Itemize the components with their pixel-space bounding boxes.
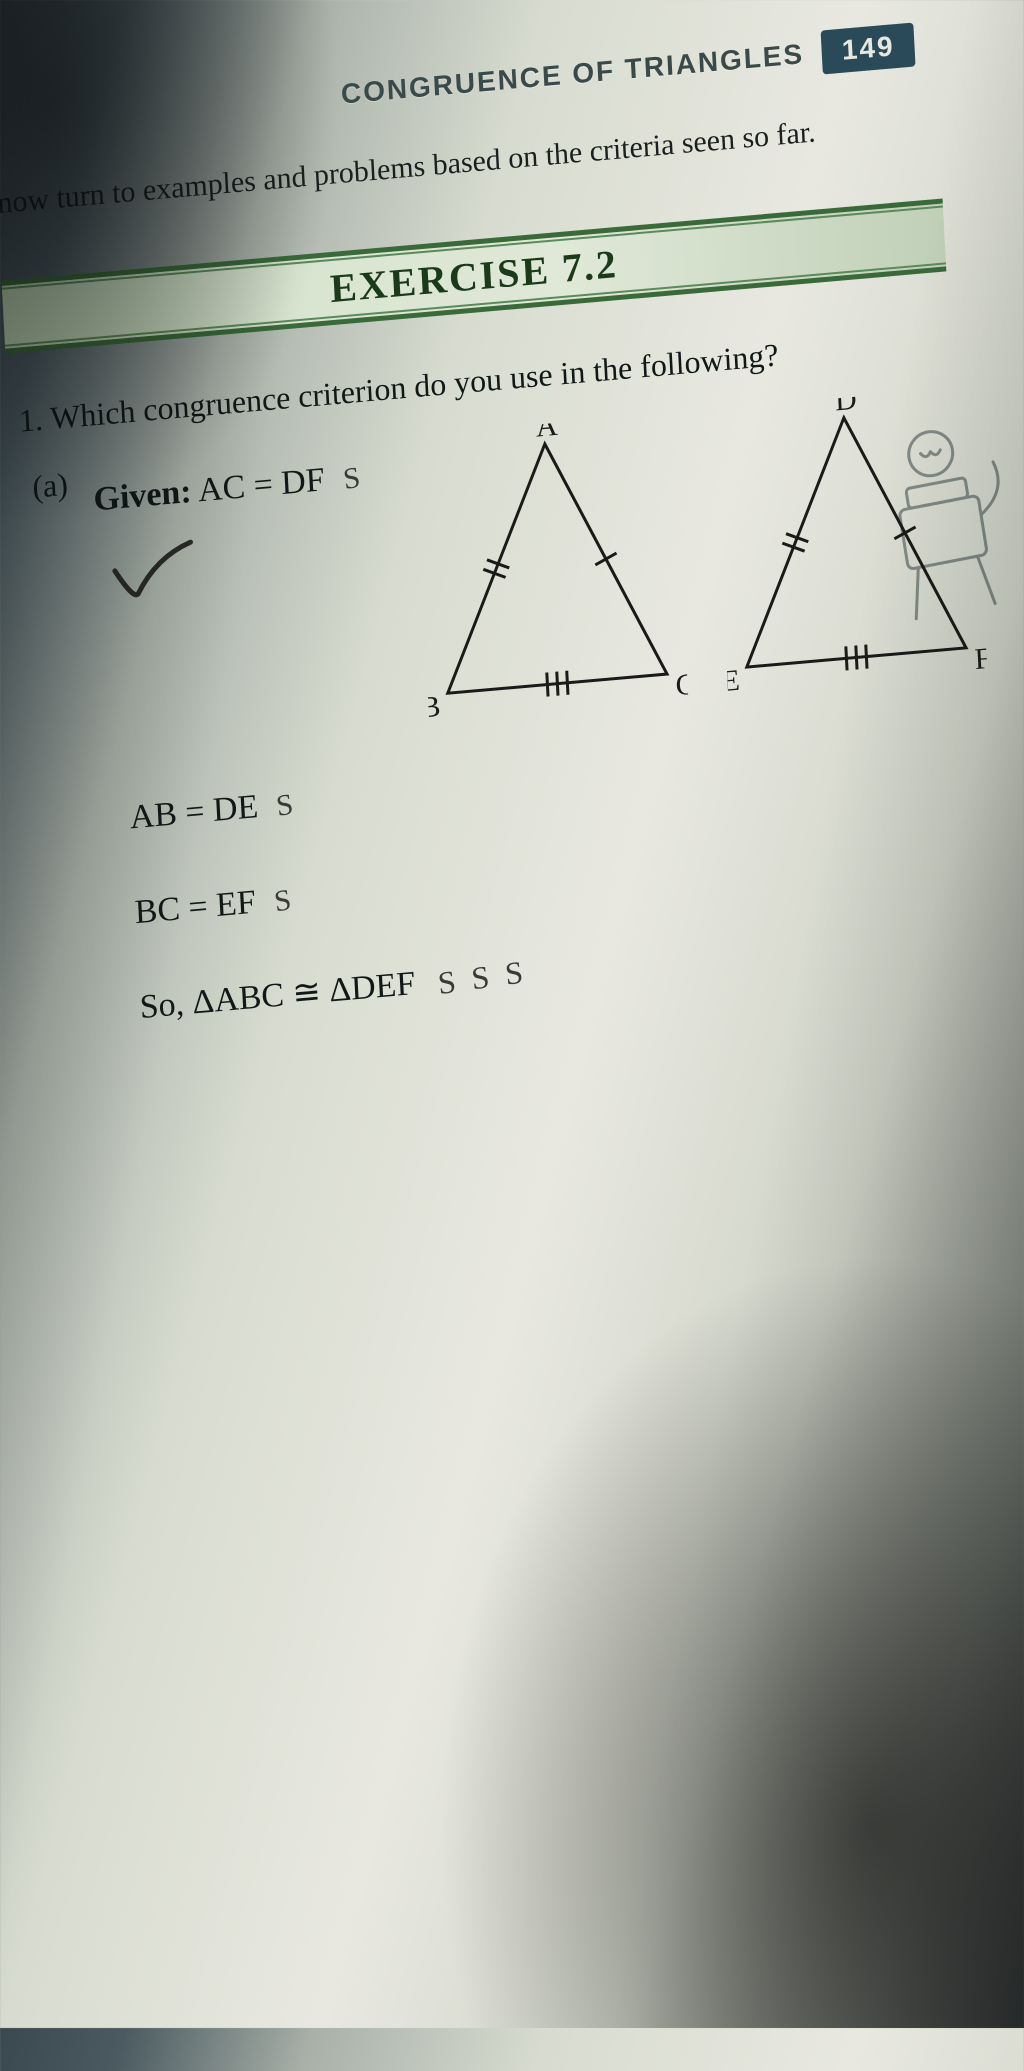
exercise-title: EXERCISE 7.2 bbox=[329, 241, 619, 311]
given-line-1: AC = DF bbox=[197, 461, 325, 509]
svg-text:D: D bbox=[834, 386, 857, 417]
part-a-label: (a) bbox=[31, 465, 73, 505]
handwritten-s-3: S bbox=[270, 867, 296, 935]
svg-text:F: F bbox=[974, 642, 988, 676]
given-line-2: AB = DE bbox=[129, 788, 259, 836]
figures-group: A B C D E F bbox=[414, 386, 988, 734]
part-a-row: (a) Given: AC = DF S A B C D E F bbox=[31, 386, 988, 768]
given-label: Given: bbox=[93, 473, 193, 519]
given-block: Given: AC = DF S bbox=[92, 437, 402, 613]
handwritten-s-2: S bbox=[272, 772, 298, 840]
svg-text:E: E bbox=[721, 664, 741, 699]
page-number-badge: 149 bbox=[821, 22, 916, 74]
handwritten-answer-sss: S S S bbox=[434, 936, 530, 1018]
handwritten-s-1: S bbox=[339, 445, 365, 513]
svg-text:A: A bbox=[535, 413, 559, 444]
checkmark-icon bbox=[106, 534, 199, 612]
svg-text:C: C bbox=[675, 668, 689, 703]
conclusion-text: So, ΔABC ≅ ΔDEF bbox=[139, 965, 416, 1026]
exercise-heading-band: EXERCISE 7.2 bbox=[2, 198, 947, 353]
given-line-3: BC = EF bbox=[134, 883, 257, 931]
chapter-title: CONGRUENCE OF TRIANGLES bbox=[340, 38, 805, 110]
figure-triangle-abc: A B C bbox=[414, 413, 689, 735]
figure-triangle-def: D E F bbox=[713, 386, 988, 708]
svg-text:B: B bbox=[420, 690, 442, 725]
